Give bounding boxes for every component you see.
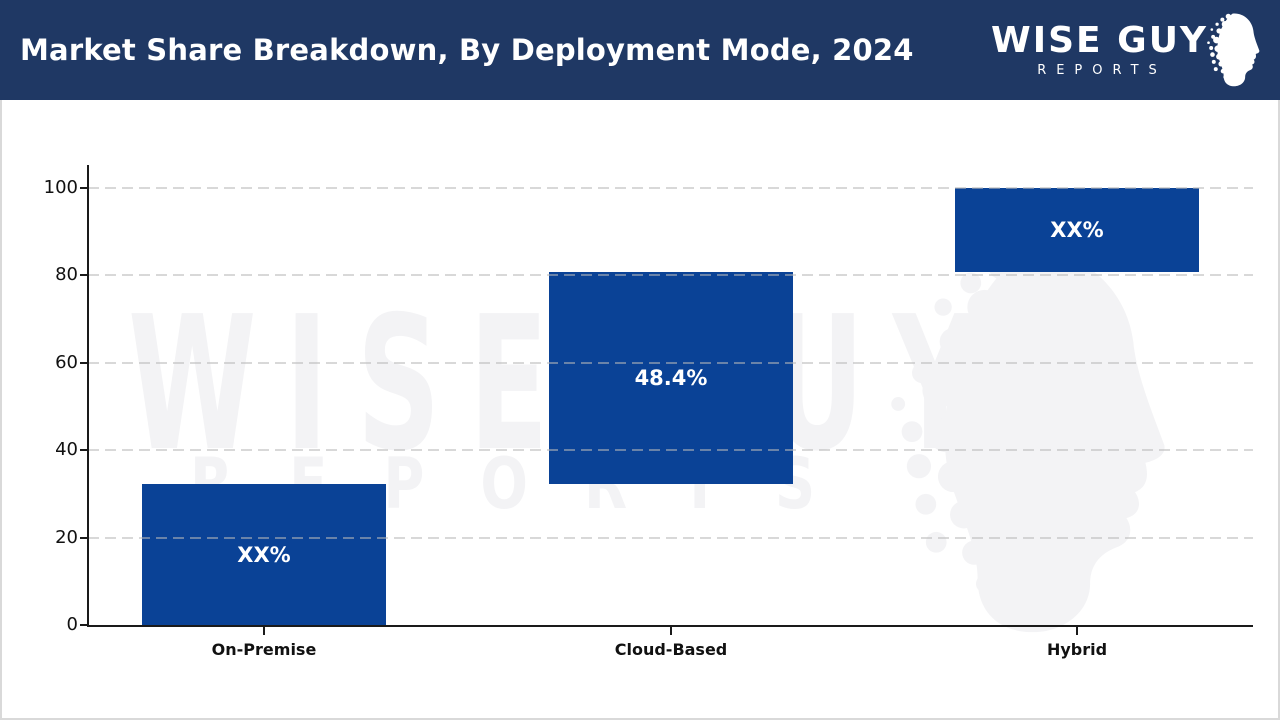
y-tick-mark xyxy=(80,449,88,451)
bar-on-premise xyxy=(142,484,386,625)
gridline-20 xyxy=(88,536,1253,539)
y-tick-mark xyxy=(80,274,88,276)
y-tick-mark xyxy=(80,624,88,626)
y-tick-mark xyxy=(80,361,88,364)
x-tick-mark xyxy=(1076,627,1078,635)
y-tick-label: 40 xyxy=(55,439,78,460)
gridline-60 xyxy=(88,361,1253,364)
y-tick-label: 0 xyxy=(66,614,78,635)
bar-value-label: XX% xyxy=(1050,217,1104,242)
watermark-head-icon xyxy=(891,251,1165,633)
brand-logo: WISE GUY REPORTS xyxy=(991,11,1260,89)
bar-value-label: XX% xyxy=(237,542,291,567)
x-tick-mark xyxy=(670,627,672,635)
x-category-label-hybrid: Hybrid xyxy=(1046,640,1108,659)
x-tick-mark xyxy=(263,627,265,635)
x-axis-line xyxy=(87,625,1253,627)
y-axis-line xyxy=(87,165,89,627)
header-bar: Market Share Breakdown, By Deployment Mo… xyxy=(0,0,1280,100)
y-tick-mark xyxy=(80,186,88,189)
brand-head-icon xyxy=(1207,13,1260,87)
page-title: Market Share Breakdown, By Deployment Mo… xyxy=(20,33,914,67)
y-tick-label: 60 xyxy=(55,351,78,373)
x-category-label-on-premise: On-Premise xyxy=(211,640,317,659)
bar-value-label: 48.4% xyxy=(634,366,708,391)
x-category-label-cloud-based: Cloud-Based xyxy=(614,640,728,659)
gridline-80 xyxy=(88,274,1253,276)
y-tick-label: 20 xyxy=(55,526,78,548)
y-tick-label: 80 xyxy=(55,264,78,285)
brand-subtitle: REPORTS xyxy=(1037,63,1167,78)
y-tick-mark xyxy=(80,536,88,539)
bar-cloud-based xyxy=(549,272,793,485)
y-tick-label: 100 xyxy=(43,176,78,198)
brand-name: WISE GUY xyxy=(990,20,1208,61)
brand-text: WISE GUY REPORTS xyxy=(990,20,1208,78)
gridline-40 xyxy=(88,449,1253,451)
gridline-100 xyxy=(88,186,1253,189)
